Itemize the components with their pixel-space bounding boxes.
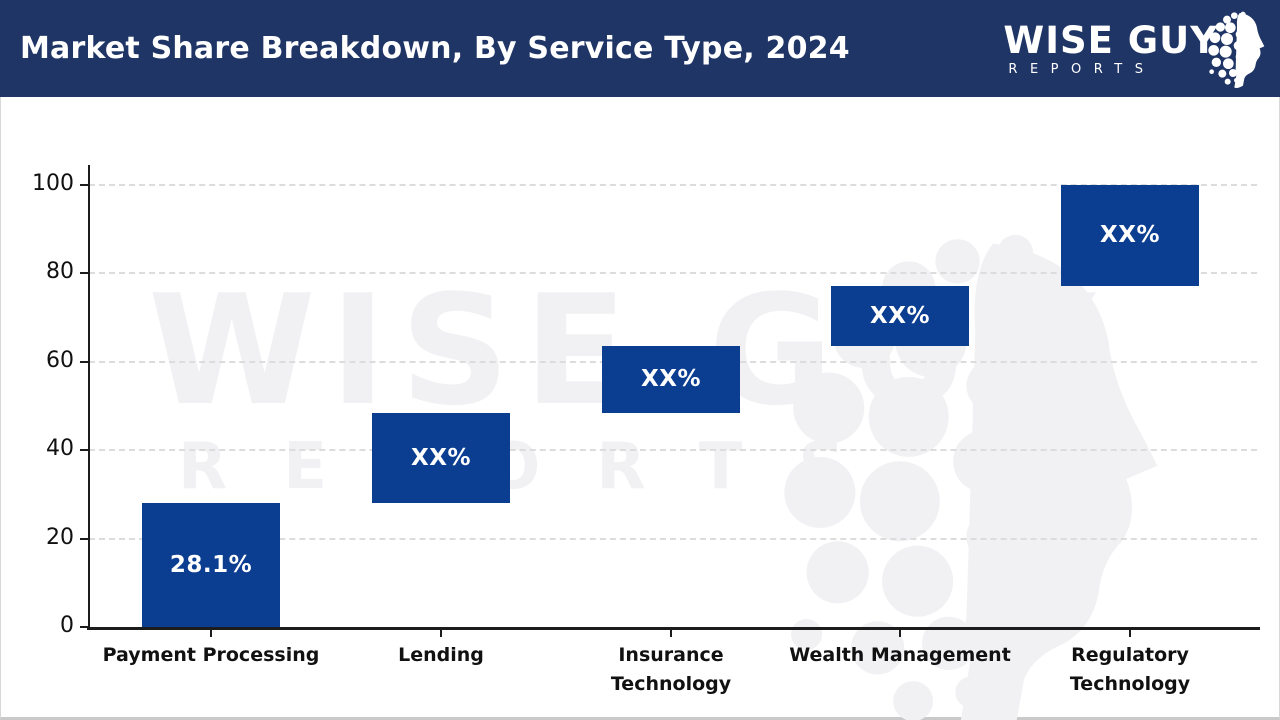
bar-lending: XX% xyxy=(372,412,510,503)
logo-head-icon xyxy=(1208,11,1265,88)
bar-regulatory-technology: XX% xyxy=(1061,185,1199,286)
logo-text: WISE GUY REPORTS xyxy=(1003,22,1218,76)
x-tick-label: Payment Processing xyxy=(91,641,331,670)
x-tick-mark xyxy=(210,629,212,637)
y-tick-mark-20 xyxy=(80,537,88,540)
x-tick-label-line: Technology xyxy=(610,672,732,695)
logo-wordmark: WISE GUY xyxy=(1003,18,1218,62)
bar-value-label: XX% xyxy=(1099,222,1160,249)
x-tick-label-line: Insurance xyxy=(618,644,724,666)
bar-value-label: 28.1% xyxy=(169,551,253,578)
bar-value-label: XX% xyxy=(410,444,471,471)
y-tick-label: 40 xyxy=(46,436,74,462)
gridline-y-40 xyxy=(89,449,1257,452)
x-tick-label: Regulatory Technology xyxy=(1010,641,1250,698)
bar-insurance-technology: XX% xyxy=(602,346,740,413)
x-tick-label-line: Payment Processing xyxy=(102,644,320,666)
bar-wealth-management: XX% xyxy=(831,285,969,347)
y-tick-label: 60 xyxy=(46,347,74,373)
x-tick-label-line: Wealth Management xyxy=(789,644,1011,666)
gridline-y-80 xyxy=(89,272,1257,275)
y-tick-mark-0 xyxy=(80,626,88,628)
x-tick-label: Lending xyxy=(321,641,561,670)
x-axis-line xyxy=(87,627,1260,630)
bar-value-label: XX% xyxy=(869,303,930,330)
x-tick-mark xyxy=(670,629,672,637)
x-tick-mark xyxy=(899,629,901,637)
y-tick-mark-40 xyxy=(80,449,88,452)
x-tick-label-line: Lending xyxy=(398,644,484,666)
x-tick-mark xyxy=(1129,629,1131,637)
bar-value-label: XX% xyxy=(640,366,701,393)
chart-title: Market Share Breakdown, By Service Type,… xyxy=(20,31,850,66)
logo-subtitle: REPORTS xyxy=(1008,61,1156,77)
x-tick-label: Insurance Technology xyxy=(551,641,791,698)
y-tick-label: 20 xyxy=(46,524,74,550)
y-tick-label: 80 xyxy=(46,259,74,285)
x-tick-label-line: Regulatory xyxy=(1071,644,1189,666)
x-tick-label-line: Technology xyxy=(1069,672,1191,695)
x-tick-mark xyxy=(440,629,442,637)
gridline-y-100 xyxy=(89,184,1257,186)
y-axis-line xyxy=(88,165,90,629)
gridline-y-20 xyxy=(89,537,1257,540)
bar-payment-processing: 28.1% xyxy=(142,502,280,627)
y-tick-mark-80 xyxy=(80,272,88,275)
chart-plot-area: WISE GUY REPORTS 02040608010028.1%XX%XX%… xyxy=(0,97,1280,720)
report-header: Market Share Breakdown, By Service Type,… xyxy=(0,0,1280,97)
wise-guy-reports-logo: WISE GUY REPORTS xyxy=(1003,9,1266,89)
y-tick-label: 0 xyxy=(60,613,74,638)
x-tick-label: Wealth Management xyxy=(780,641,1020,670)
y-tick-label: 100 xyxy=(32,171,74,196)
watermark-subtitle: REPORTS xyxy=(178,430,901,504)
y-tick-mark-60 xyxy=(80,360,88,363)
y-tick-mark-100 xyxy=(80,184,88,186)
